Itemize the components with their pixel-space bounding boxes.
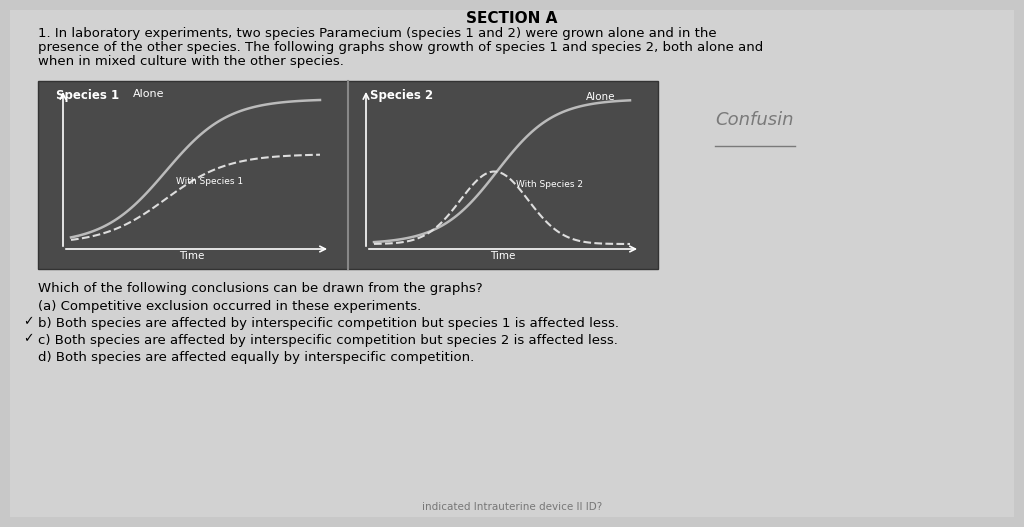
Text: Species 2: Species 2 xyxy=(370,89,433,102)
Text: indicated Intrauterine device II ID?: indicated Intrauterine device II ID? xyxy=(422,502,602,512)
Text: Species 1: Species 1 xyxy=(56,89,119,102)
Text: Confusin: Confusin xyxy=(715,111,794,129)
Text: Alone: Alone xyxy=(133,89,165,99)
FancyBboxPatch shape xyxy=(10,10,1014,517)
Text: With Species 2: With Species 2 xyxy=(516,180,584,189)
Text: Alone: Alone xyxy=(586,92,615,102)
FancyBboxPatch shape xyxy=(38,81,658,269)
Text: d) Both species are affected equally by interspecific competition.: d) Both species are affected equally by … xyxy=(38,351,474,364)
Text: ✓: ✓ xyxy=(23,315,33,328)
Text: Which of the following conclusions can be drawn from the graphs?: Which of the following conclusions can b… xyxy=(38,282,482,295)
Text: c) Both species are affected by interspecific competition but species 2 is affec: c) Both species are affected by interspe… xyxy=(38,334,617,347)
Text: (a) Competitive exclusion occurred in these experiments.: (a) Competitive exclusion occurred in th… xyxy=(38,300,421,313)
Text: 1. In laboratory experiments, two species Paramecium (species 1 and 2) were grow: 1. In laboratory experiments, two specie… xyxy=(38,27,717,40)
Text: Time: Time xyxy=(179,251,204,261)
Text: ✓: ✓ xyxy=(23,332,33,345)
Text: when in mixed culture with the other species.: when in mixed culture with the other spe… xyxy=(38,55,344,68)
Text: With Species 1: With Species 1 xyxy=(176,177,243,186)
Text: Time: Time xyxy=(490,251,516,261)
Text: SECTION A: SECTION A xyxy=(466,11,558,26)
Text: b) Both species are affected by interspecific competition but species 1 is affec: b) Both species are affected by interspe… xyxy=(38,317,618,330)
Text: presence of the other species. The following graphs show growth of species 1 and: presence of the other species. The follo… xyxy=(38,41,763,54)
